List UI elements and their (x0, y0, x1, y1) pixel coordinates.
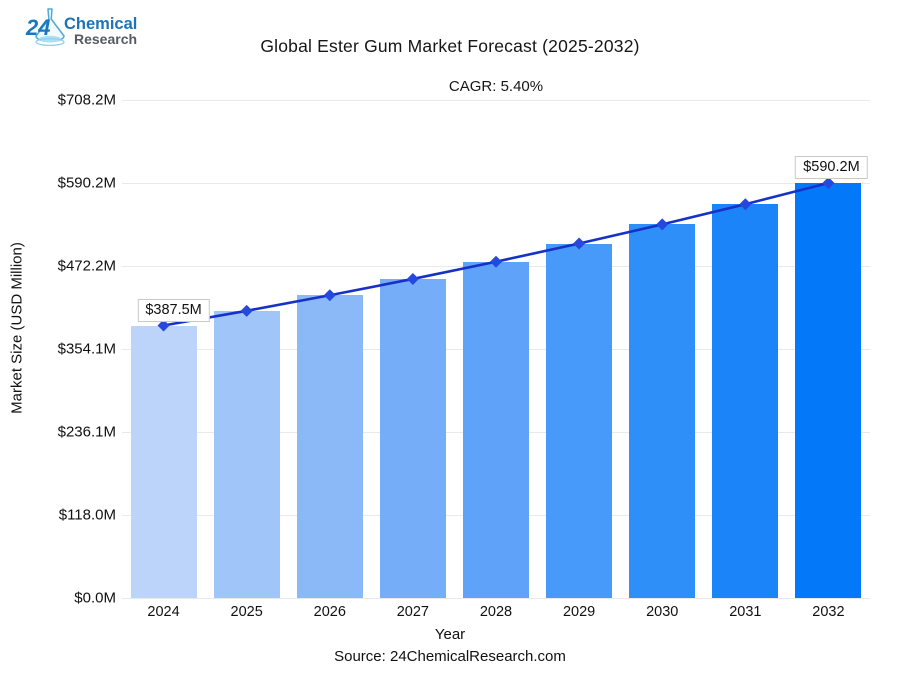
x-tick-2029: 2029 (562, 604, 596, 620)
y-axis-tick-labels: $0.0M $118.0M $236.1M $354.1M $472.2M $590.2M… (0, 92, 116, 607)
logo-line1: Chemical (64, 15, 137, 33)
diamond-marker-2025 (240, 304, 253, 317)
x-axis-tick-labels: 2024 2025 2026 2027 2028 2029 2030 2031 2032 (122, 604, 870, 624)
logo-number: 24 (25, 15, 50, 40)
diamond-marker-2029 (573, 237, 586, 250)
x-tick-2027: 2027 (396, 604, 430, 620)
bar-2027 (379, 278, 446, 598)
company-logo: 24 Chemical Research (25, 8, 137, 47)
flask-icon (35, 8, 65, 47)
x-tick-2030: 2030 (646, 604, 679, 620)
diamond-marker-2032 (822, 176, 835, 189)
x-axis-title: Year (434, 626, 466, 643)
diamond-marker-2027 (406, 272, 419, 285)
bar-2032 (795, 182, 862, 598)
bar-2028 (463, 261, 529, 598)
logo-line2: Research (74, 31, 137, 47)
x-tick-2031: 2031 (729, 604, 762, 620)
trend-line-layer (157, 176, 835, 332)
y-axis-tick-label: $118.0M (58, 506, 116, 524)
bar-2026 (296, 295, 363, 598)
bar-2031 (712, 204, 779, 598)
x-tick-2026: 2026 (313, 604, 346, 620)
diamond-marker-2028 (490, 255, 502, 268)
source-caption: Source: 24ChemicalResearch.com (334, 648, 566, 665)
x-tick-2028: 2028 (479, 604, 513, 620)
y-axis-tick-label: $590.2M (57, 174, 116, 192)
diamond-marker-2026 (323, 289, 336, 302)
x-tick-2024: 2024 (147, 604, 180, 620)
gridline (122, 100, 870, 101)
bar-2030 (629, 224, 696, 598)
y-axis-tick-label: $472.2M (57, 257, 116, 275)
y-axis-tick-label: $236.1M (57, 423, 116, 441)
gridline (122, 598, 870, 599)
x-tick-2025: 2025 (230, 604, 263, 620)
diamond-marker-2031 (739, 198, 752, 211)
bar-2024 (130, 325, 197, 598)
plot-area: $387.5M $590.2M (122, 100, 870, 599)
data-label-2024: $387.5M (137, 298, 210, 322)
x-tick-2032: 2032 (812, 604, 845, 620)
chart-subtitle: CAGR: 5.40% (448, 78, 544, 95)
gridline (122, 182, 870, 184)
diamond-marker-2030 (656, 218, 669, 231)
chart-title: Global Ester Gum Market Forecast (2025-2… (260, 36, 640, 56)
bar-2029 (546, 243, 613, 598)
y-axis-tick-label: $0.0M (74, 589, 116, 607)
trend-line (163, 181, 829, 327)
bar-2025 (213, 310, 280, 598)
y-axis-tick-label: $708.2M (57, 91, 116, 109)
diamond-marker-2024 (157, 319, 170, 332)
y-axis-tick-label: $354.1M (57, 340, 116, 358)
data-label-2032: $590.2M (795, 155, 868, 179)
